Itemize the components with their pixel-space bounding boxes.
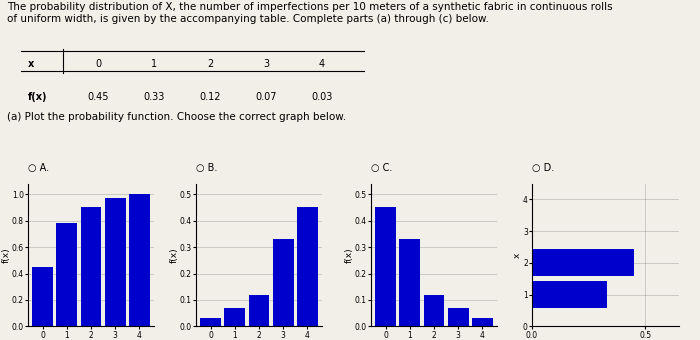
Y-axis label: f(x): f(x) [1,247,10,263]
Text: 0.07: 0.07 [256,92,276,102]
Text: x: x [28,59,34,69]
Text: f(x): f(x) [28,92,48,102]
Bar [298,207,318,326]
Bar [375,207,396,326]
Bar [424,295,444,326]
Text: ○ B.: ○ B. [196,164,218,173]
Bar [130,194,150,326]
Text: 3: 3 [263,59,269,69]
Bar [400,239,420,326]
Y-axis label: f(x): f(x) [344,247,354,263]
Bar [200,319,220,326]
Text: (a) Plot the probability function. Choose the correct graph below.: (a) Plot the probability function. Choos… [7,112,346,122]
Bar [80,207,101,326]
Text: The probability distribution of X, the number of imperfections per 10 meters of : The probability distribution of X, the n… [7,2,612,24]
Text: ○ C.: ○ C. [371,164,393,173]
Bar [225,308,245,326]
Bar [32,267,52,326]
Bar [273,239,293,326]
Text: ○ D.: ○ D. [532,164,554,173]
Bar [105,198,125,326]
Text: 0.03: 0.03 [312,92,332,102]
Text: 1: 1 [151,59,157,69]
Bar [532,281,607,308]
Text: 2: 2 [207,59,213,69]
Bar [248,295,270,326]
Text: 0.33: 0.33 [144,92,164,102]
Text: 0: 0 [95,59,101,69]
Text: 0.45: 0.45 [88,92,108,102]
Text: 4: 4 [319,59,325,69]
Y-axis label: f(x): f(x) [169,247,178,263]
Bar [57,223,77,326]
Text: ○ A.: ○ A. [28,164,49,173]
Bar [448,308,468,326]
Text: 0.12: 0.12 [199,92,220,102]
Bar [473,319,493,326]
Bar [532,250,634,276]
Y-axis label: x: x [512,252,522,258]
